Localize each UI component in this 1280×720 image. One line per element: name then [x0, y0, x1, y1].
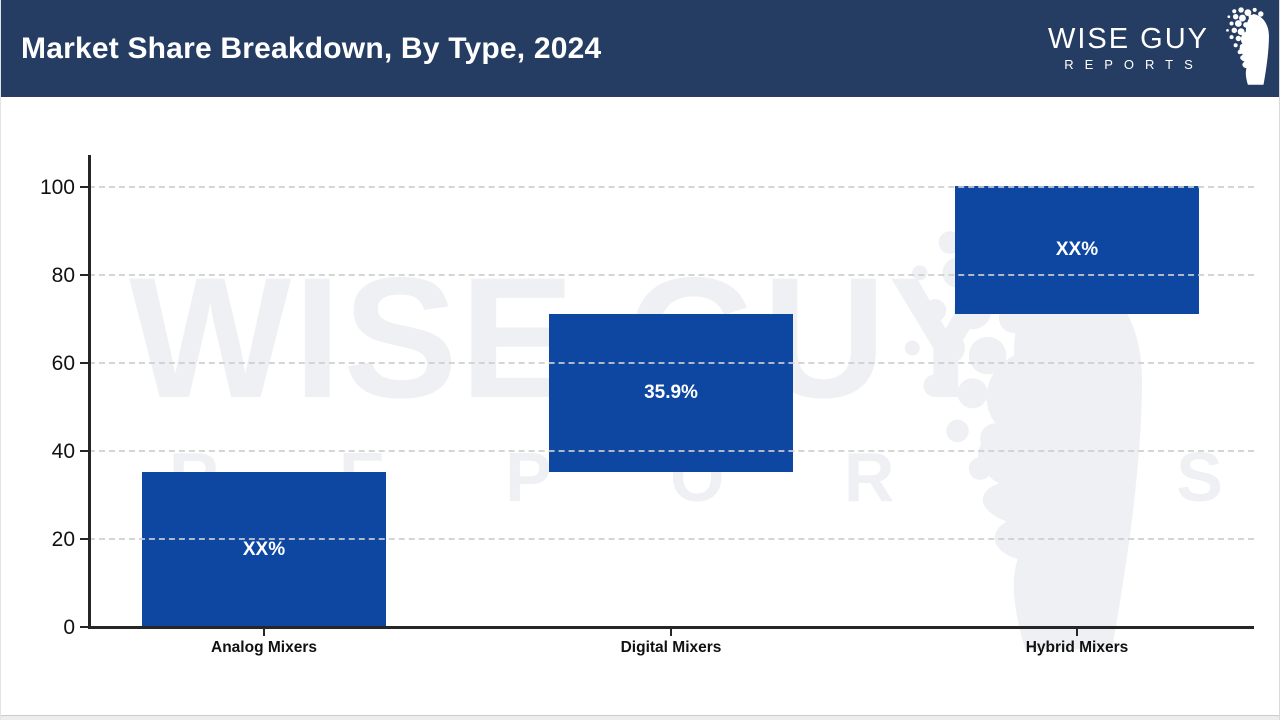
y-tick-label: 0 — [63, 616, 75, 639]
y-tick-label: 20 — [51, 528, 75, 551]
x-tick — [263, 627, 265, 636]
bottom-strip — [1, 715, 1279, 720]
y-tick — [80, 626, 89, 628]
page-title: Market Share Breakdown, By Type, 2024 — [21, 31, 602, 65]
y-tick — [80, 538, 89, 540]
bar-value-label: XX% — [1055, 238, 1099, 260]
bar-hybrid-mixers — [955, 185, 1199, 315]
logo-wordmark: WISE GUY — [1047, 23, 1209, 56]
bar-value-label: 35.9% — [644, 382, 698, 404]
gridline-80 — [89, 274, 1254, 276]
logo-text: WISE GUY REPORTS — [1047, 23, 1209, 72]
y-tick-label: 60 — [51, 352, 75, 375]
gridline-20 — [89, 538, 1254, 540]
gridline-100 — [89, 186, 1254, 188]
x-axis-line — [88, 626, 1254, 629]
wiseguy-logo: WISE GUY REPORTS — [1048, 6, 1271, 90]
x-category-label: Hybrid Mixers — [1025, 639, 1129, 656]
y-tick-label: 40 — [51, 440, 75, 463]
y-axis-line — [88, 155, 91, 629]
x-category-label: Analog Mixers — [211, 639, 317, 656]
gridline-60 — [89, 362, 1254, 364]
y-tick — [80, 274, 89, 276]
logo-subtitle: REPORTS — [1064, 56, 1204, 72]
y-tick-label: 100 — [39, 176, 75, 199]
x-category-label: Digital Mixers — [620, 639, 722, 656]
header-bar: Market Share Breakdown, By Type, 2024 WI… — [1, 0, 1279, 97]
bar-analog-mixers — [142, 472, 386, 627]
x-tick — [670, 627, 672, 636]
bar-value-label: XX% — [242, 538, 286, 560]
wiseguy-face-icon — [1203, 6, 1271, 90]
y-tick-label: 80 — [51, 264, 75, 287]
y-tick — [80, 186, 89, 188]
bar-digital-mixers — [549, 314, 793, 473]
gridline-40 — [89, 450, 1254, 452]
x-tick — [1076, 627, 1078, 636]
y-tick — [80, 450, 89, 452]
y-tick — [80, 362, 89, 364]
